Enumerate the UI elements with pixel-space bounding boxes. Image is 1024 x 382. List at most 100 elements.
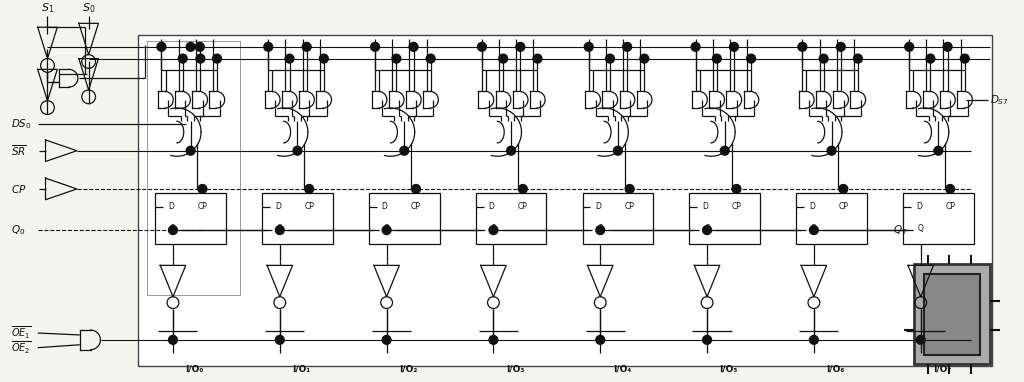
Circle shape: [518, 185, 527, 193]
Text: CP: CP: [411, 202, 421, 211]
Text: Q: Q: [276, 223, 283, 233]
Bar: [476, 193, 547, 244]
Text: D: D: [382, 202, 388, 211]
Circle shape: [605, 54, 614, 63]
Circle shape: [516, 42, 524, 51]
Text: CP: CP: [304, 202, 314, 211]
Circle shape: [746, 54, 756, 63]
Text: $\overline{SR}$: $\overline{SR}$: [11, 143, 27, 158]
Text: CP: CP: [518, 202, 527, 211]
Circle shape: [198, 185, 207, 193]
Text: I/O₇: I/O₇: [933, 364, 951, 373]
Circle shape: [837, 42, 845, 51]
Text: D: D: [168, 202, 174, 211]
Circle shape: [905, 42, 913, 51]
Circle shape: [854, 54, 862, 63]
Text: $CP$: $CP$: [11, 183, 27, 195]
Text: $D_{S7}$: $D_{S7}$: [990, 93, 1009, 107]
Bar: [147, 41, 240, 295]
Circle shape: [810, 335, 818, 344]
Bar: [583, 193, 653, 244]
Circle shape: [702, 335, 712, 344]
Circle shape: [839, 185, 848, 193]
Bar: [369, 193, 439, 244]
Circle shape: [810, 226, 818, 235]
Bar: [903, 193, 974, 244]
Text: D: D: [595, 202, 601, 211]
Circle shape: [934, 146, 943, 155]
Text: D: D: [274, 202, 281, 211]
Circle shape: [613, 146, 623, 155]
Text: Q: Q: [597, 223, 603, 233]
Circle shape: [961, 54, 969, 63]
Circle shape: [702, 226, 712, 235]
Circle shape: [412, 185, 421, 193]
Circle shape: [196, 42, 204, 51]
Text: $\overline{OE_1}$: $\overline{OE_1}$: [11, 325, 32, 341]
Circle shape: [916, 335, 925, 344]
Circle shape: [382, 335, 391, 344]
Text: D: D: [488, 202, 495, 211]
Text: $Q_7$: $Q_7$: [893, 223, 907, 237]
Bar: [156, 193, 226, 244]
Circle shape: [186, 42, 195, 51]
Circle shape: [640, 54, 649, 63]
Text: I/O₂: I/O₂: [399, 364, 418, 373]
Text: D: D: [809, 202, 815, 211]
Text: I/O₆: I/O₆: [826, 364, 845, 373]
Text: CP: CP: [198, 202, 207, 211]
Circle shape: [196, 54, 205, 63]
Circle shape: [169, 226, 177, 235]
Text: $DS_0$: $DS_0$: [11, 117, 32, 131]
Text: Q: Q: [811, 223, 817, 233]
Bar: [689, 193, 760, 244]
Circle shape: [691, 42, 700, 51]
Text: $S_1$: $S_1$: [41, 2, 54, 16]
Circle shape: [302, 42, 311, 51]
Text: CP: CP: [625, 202, 635, 211]
Circle shape: [264, 42, 272, 51]
Text: I/O₅: I/O₅: [720, 364, 738, 373]
Circle shape: [169, 335, 177, 344]
Text: Q: Q: [918, 223, 924, 233]
Circle shape: [477, 42, 486, 51]
Circle shape: [720, 146, 729, 155]
Text: Q: Q: [705, 223, 710, 233]
Circle shape: [382, 226, 391, 235]
Bar: [262, 193, 333, 244]
Circle shape: [275, 226, 285, 235]
Circle shape: [507, 146, 515, 155]
Bar: [137, 35, 992, 366]
Text: I/O₃: I/O₃: [506, 364, 524, 373]
Circle shape: [596, 335, 604, 344]
Circle shape: [392, 54, 400, 63]
Circle shape: [943, 42, 952, 51]
Circle shape: [305, 185, 313, 193]
Circle shape: [275, 335, 285, 344]
Circle shape: [623, 42, 632, 51]
Text: CP: CP: [839, 202, 848, 211]
Text: Q: Q: [490, 223, 497, 233]
Circle shape: [729, 42, 738, 51]
Circle shape: [157, 42, 166, 51]
Text: CP: CP: [945, 202, 955, 211]
Circle shape: [585, 42, 593, 51]
Text: D: D: [915, 202, 922, 211]
Bar: [797, 193, 866, 244]
Circle shape: [827, 146, 836, 155]
Bar: [913, 264, 990, 364]
Text: $S_0$: $S_0$: [82, 2, 95, 16]
Text: D: D: [702, 202, 708, 211]
Circle shape: [798, 42, 807, 51]
Circle shape: [819, 54, 828, 63]
Circle shape: [186, 146, 195, 155]
Circle shape: [534, 54, 542, 63]
Bar: [924, 274, 980, 354]
Circle shape: [399, 146, 409, 155]
Circle shape: [713, 54, 721, 63]
Circle shape: [596, 226, 604, 235]
Circle shape: [426, 54, 435, 63]
Circle shape: [489, 226, 498, 235]
Text: Q: Q: [170, 223, 176, 233]
Circle shape: [213, 54, 221, 63]
